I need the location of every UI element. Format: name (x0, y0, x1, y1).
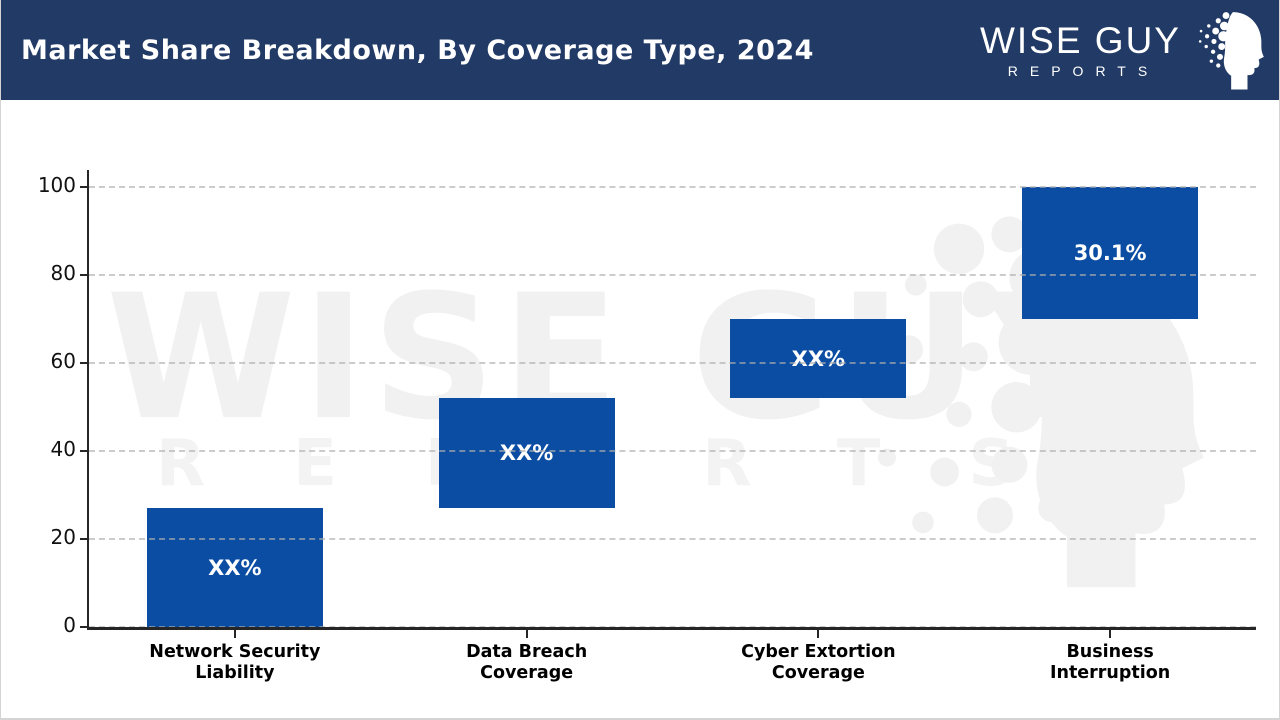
x-category-label: Network Security Liability (149, 642, 321, 683)
y-tick-mark (80, 626, 87, 628)
bar-segment-2: XX% (730, 319, 907, 399)
gridline-y-60 (89, 362, 1256, 364)
bar-value-label: 30.1% (1073, 241, 1147, 266)
x-category-label: Data Breach Coverage (466, 642, 588, 683)
y-tick-mark (80, 186, 87, 188)
chart-title: Market Share Breakdown, By Coverage Type… (21, 34, 814, 66)
bar-value-label: XX% (208, 555, 262, 580)
gridline-y-80 (89, 274, 1256, 276)
gridline-y-100 (89, 186, 1256, 188)
x-tick-mark (233, 630, 236, 638)
brand-logo: WISE GUY REPORTS (980, 0, 1269, 100)
y-tick-mark (80, 362, 87, 364)
x-axis-spine (87, 627, 1256, 630)
y-axis-spine (87, 170, 89, 629)
x-category-label: Cyber Extortion Coverage (741, 642, 896, 683)
gridline-y-20 (89, 538, 1256, 540)
y-tick-label: 20 (50, 525, 76, 549)
y-tick-mark (80, 274, 87, 276)
brand-name: WISE GUY (979, 20, 1181, 61)
x-tick-mark (1109, 630, 1112, 638)
bar-value-label: XX% (791, 346, 846, 371)
y-tick-label: 60 (50, 349, 76, 373)
bar-segment-0: XX% (146, 508, 323, 627)
x-category-label: Business Interruption (1049, 642, 1171, 683)
x-tick-mark (525, 630, 528, 638)
face-profile-dots-icon (1198, 12, 1264, 90)
y-tick-label: 0 (63, 613, 76, 637)
bar-segment-1: XX% (438, 398, 615, 509)
y-tick-label: 80 (50, 261, 76, 285)
y-tick-mark (80, 450, 87, 452)
plot-area: XX% XX% XX% 30.1% 0 20 40 60 80 100 Network Secur… (38, 170, 1256, 683)
y-tick-label: 40 (50, 437, 76, 461)
y-tick-mark (80, 538, 87, 540)
header-bar: Market Share Breakdown, By Coverage Type… (1, 0, 1279, 100)
gridline-y-40 (89, 450, 1256, 452)
y-tick-label: 100 (37, 173, 76, 197)
brand-subname: REPORTS (1007, 63, 1160, 79)
brand-text: WISE GUY REPORTS (980, 22, 1181, 78)
bar-segment-3: 30.1% (1022, 187, 1199, 320)
bar-value-label: XX% (499, 441, 554, 466)
x-tick-mark (817, 630, 820, 638)
